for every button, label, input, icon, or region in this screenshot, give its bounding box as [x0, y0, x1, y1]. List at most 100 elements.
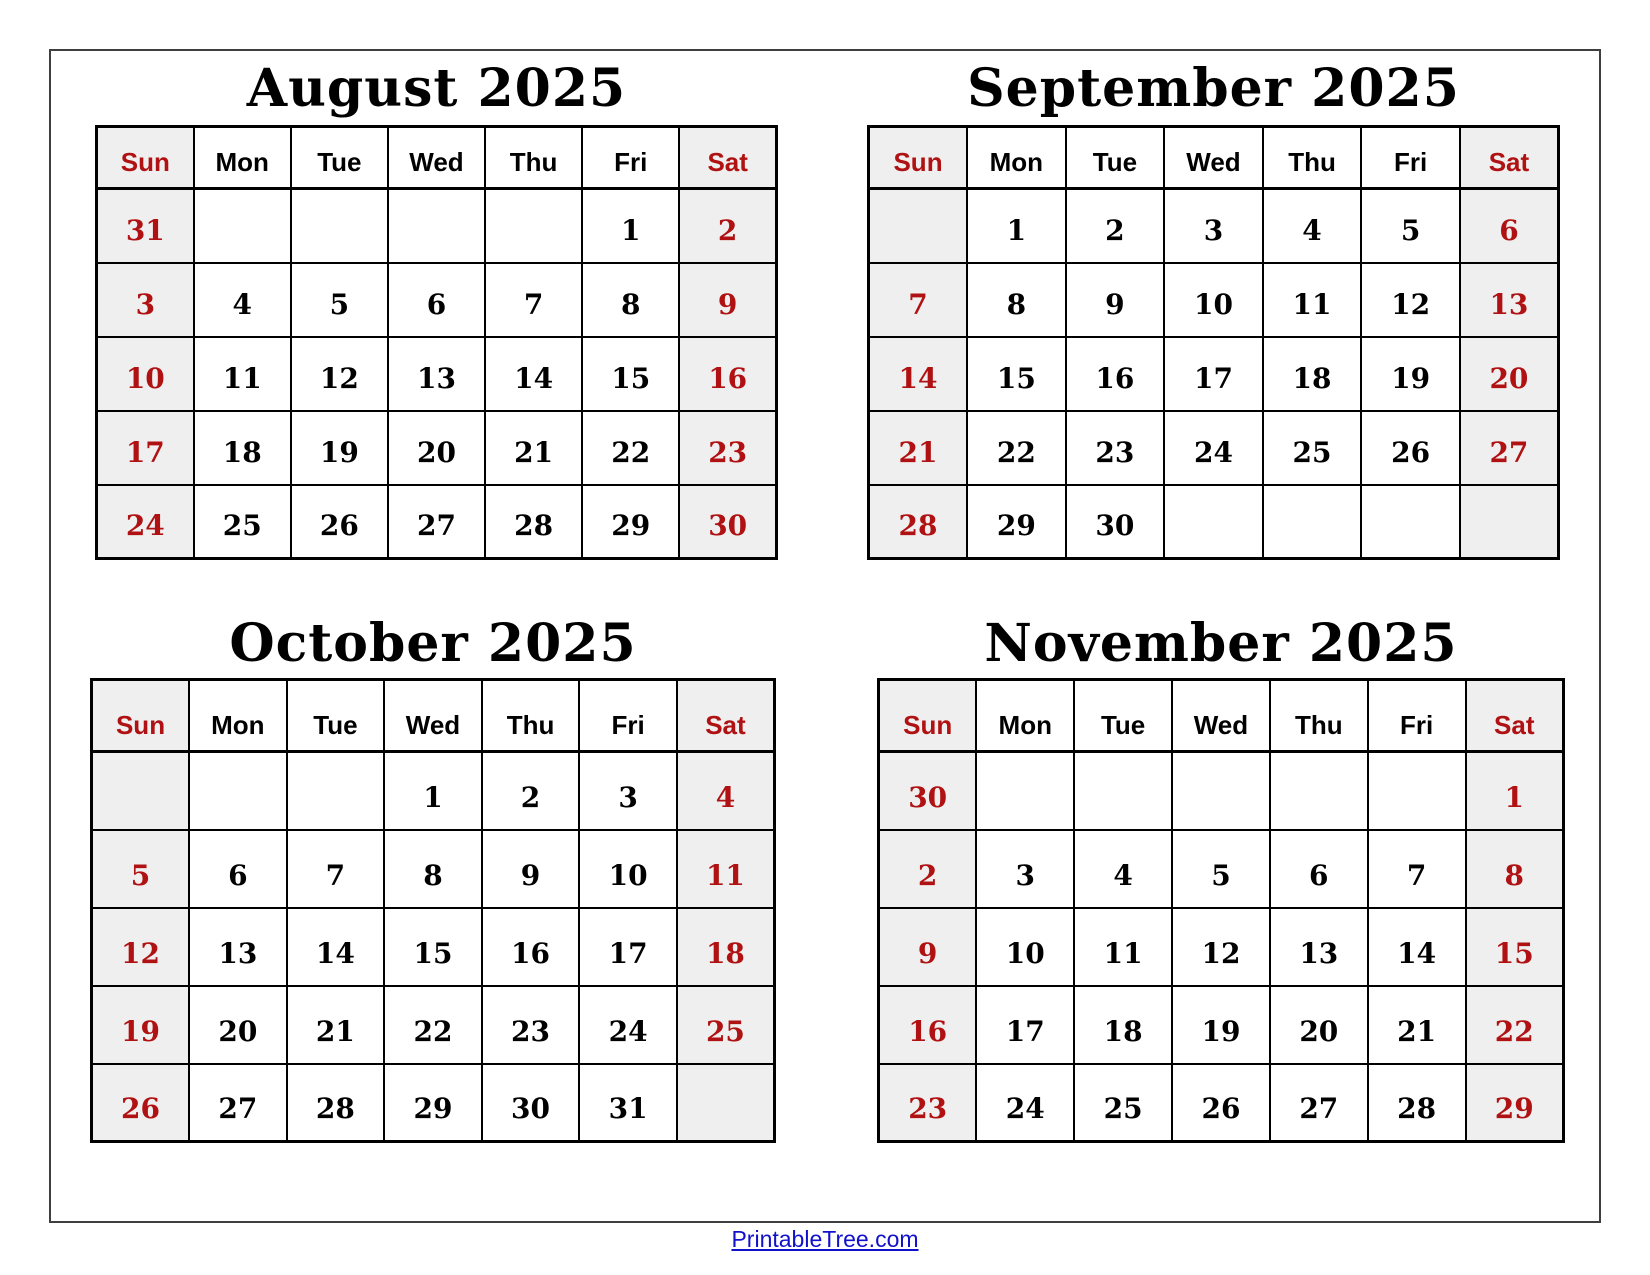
day-cell: 23	[480, 984, 581, 1065]
footer: PrintableTree.com	[0, 1226, 1650, 1253]
day-header-fri: Fri	[581, 125, 681, 190]
day-header-wed: Wed	[383, 678, 483, 753]
day-header-tue: Tue	[285, 678, 386, 753]
calendar-table-august-2025: Sun Mon Tue Wed Thu Fri Sat 31 1 2 3 4 5 6 7 8 9 10 11 12 13…	[95, 125, 778, 560]
day-cell: 25	[192, 483, 292, 560]
day-cell: 28	[1366, 1062, 1467, 1143]
day-header-thu: Thu	[1268, 678, 1369, 753]
week-row: 10 11 12 13 14 15 16	[95, 335, 778, 412]
empty-day-cell	[188, 750, 288, 831]
month-title: November 2025	[984, 613, 1458, 674]
day-cell: 11	[1261, 261, 1363, 338]
empty-day-cell	[675, 1062, 776, 1143]
day-cell: 18	[1261, 335, 1363, 412]
month-block-august-2025: August 2025 Sun Mon Tue Wed Thu Fri Sat 31 1 2 3 4 5…	[95, 61, 778, 560]
day-cell: 22	[581, 409, 681, 486]
day-header-tue: Tue	[1073, 678, 1174, 753]
day-cell: 29	[966, 483, 1067, 560]
empty-day-cell	[386, 187, 487, 264]
day-cell: 3	[1163, 187, 1264, 264]
day-cell: 23	[1064, 409, 1166, 486]
day-cell: 13	[386, 335, 487, 412]
day-cell: 3	[578, 750, 678, 831]
day-header-tue: Tue	[289, 125, 389, 190]
month-title: August 2025	[246, 58, 627, 119]
day-cell: 26	[1360, 409, 1461, 486]
empty-day-cell	[192, 187, 292, 264]
day-cell: 12	[1360, 261, 1461, 338]
day-header-wed: Wed	[386, 125, 487, 190]
day-cell: 19	[1171, 984, 1271, 1065]
day-cell: 12	[289, 335, 389, 412]
day-cell: 7	[867, 261, 969, 338]
day-cell: 20	[1268, 984, 1369, 1065]
day-header-mon: Mon	[188, 678, 288, 753]
day-cell: 31	[95, 187, 195, 264]
day-cell: 9	[678, 261, 778, 338]
day-cell: 23	[877, 1062, 978, 1143]
week-row: 14 15 16 17 18 19 20	[867, 335, 1560, 412]
month-block-october-2025: October 2025 Sun Mon Tue Wed Thu Fri Sat 1 2 3 4 5 6…	[90, 616, 776, 1143]
day-cell: 15	[581, 335, 681, 412]
printabletree-link[interactable]: PrintableTree.com	[731, 1226, 919, 1252]
day-cell: 24	[1163, 409, 1264, 486]
day-cell: 25	[1261, 409, 1363, 486]
day-cell: 23	[678, 409, 778, 486]
day-cell: 16	[1064, 335, 1166, 412]
day-cell: 24	[975, 1062, 1076, 1143]
day-cell: 19	[90, 984, 191, 1065]
day-header-thu: Thu	[480, 678, 581, 753]
week-row: 12 13 14 15 16 17 18	[90, 906, 776, 987]
day-cell: 12	[90, 906, 191, 987]
day-cell: 26	[1171, 1062, 1271, 1143]
day-cell: 20	[1458, 335, 1560, 412]
day-cell: 13	[1458, 261, 1560, 338]
day-cell: 18	[1073, 984, 1174, 1065]
day-header-sun: Sun	[95, 125, 195, 190]
day-cell: 17	[578, 906, 678, 987]
day-cell: 2	[480, 750, 581, 831]
day-header-fri: Fri	[1360, 125, 1461, 190]
day-cell: 5	[90, 828, 191, 909]
day-cell: 6	[1268, 828, 1369, 909]
day-cell: 15	[1464, 906, 1565, 987]
month-block-november-2025: November 2025 Sun Mon Tue Wed Thu Fri Sat 30 1 2 3…	[877, 616, 1565, 1143]
day-header-sat: Sat	[678, 125, 778, 190]
day-cell: 22	[966, 409, 1067, 486]
day-cell: 9	[877, 906, 978, 987]
day-cell: 2	[678, 187, 778, 264]
day-cell: 6	[386, 261, 487, 338]
empty-day-cell	[90, 750, 191, 831]
day-cell: 19	[1360, 335, 1461, 412]
day-cell: 8	[581, 261, 681, 338]
day-cell: 20	[386, 409, 487, 486]
day-cell: 5	[1360, 187, 1461, 264]
day-cell: 21	[1366, 984, 1467, 1065]
day-cell: 30	[480, 1062, 581, 1143]
day-cell: 21	[484, 409, 584, 486]
day-cell: 11	[675, 828, 776, 909]
empty-day-cell	[1171, 750, 1271, 831]
day-cell: 15	[383, 906, 483, 987]
empty-day-cell	[484, 187, 584, 264]
day-header-thu: Thu	[1261, 125, 1363, 190]
day-cell: 7	[484, 261, 584, 338]
day-cell: 3	[95, 261, 195, 338]
day-cell: 18	[675, 906, 776, 987]
day-cell: 28	[867, 483, 969, 560]
day-cell: 14	[285, 906, 386, 987]
weekday-header-row: Sun Mon Tue Wed Thu Fri Sat	[95, 125, 778, 190]
day-header-sat: Sat	[1458, 125, 1560, 190]
day-cell: 29	[581, 483, 681, 560]
week-row: 17 18 19 20 21 22 23	[95, 409, 778, 486]
day-cell: 13	[188, 906, 288, 987]
day-cell: 27	[386, 483, 487, 560]
day-cell: 11	[192, 335, 292, 412]
day-header-mon: Mon	[975, 678, 1076, 753]
empty-day-cell	[1268, 750, 1369, 831]
day-cell: 20	[188, 984, 288, 1065]
day-cell: 8	[966, 261, 1067, 338]
empty-day-cell	[1073, 750, 1174, 831]
